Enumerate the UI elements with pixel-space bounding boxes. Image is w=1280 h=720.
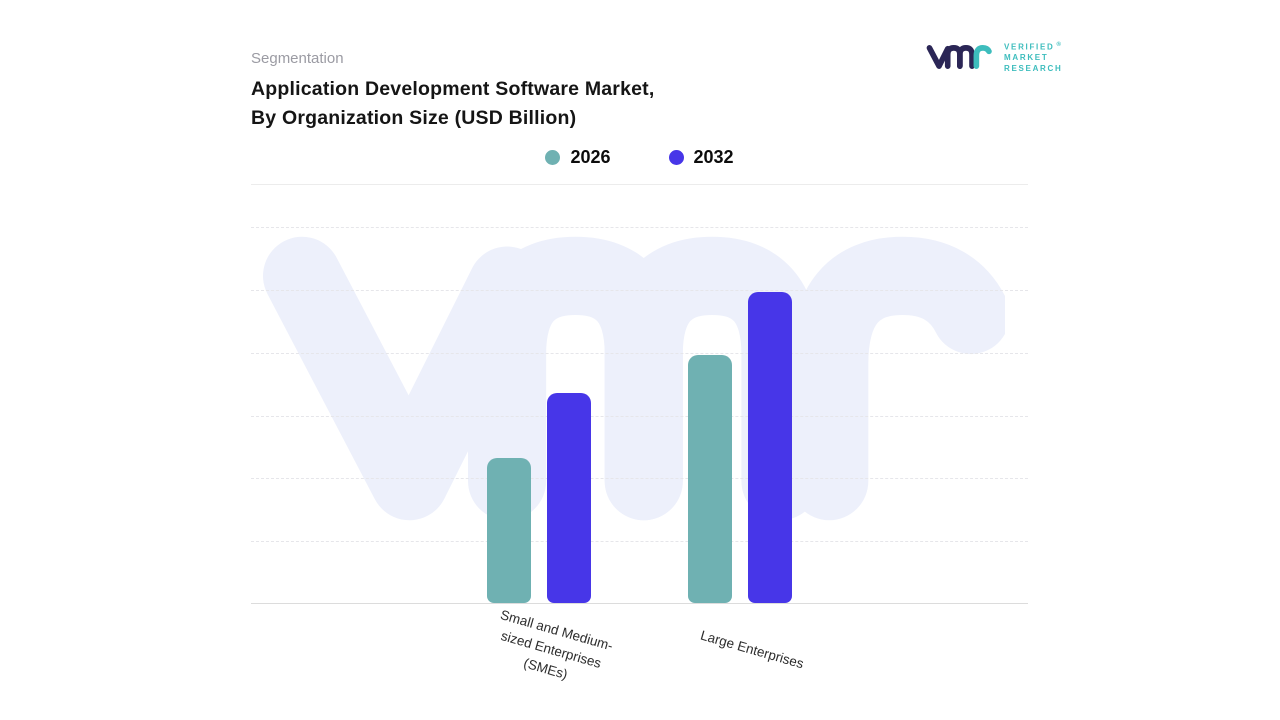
vmr-logo-text: VERIFIED ® MARKET RESEARCH bbox=[1004, 40, 1063, 74]
chart-legend: 2026 2032 bbox=[251, 147, 1028, 168]
legend-dot-2026 bbox=[545, 150, 561, 165]
gridline bbox=[251, 541, 1028, 542]
legend-label-2026: 2026 bbox=[570, 147, 611, 167]
gridline bbox=[251, 227, 1028, 228]
vmr-logo-text-line1: VERIFIED ® bbox=[1004, 41, 1063, 52]
vmr-logo: VERIFIED ® MARKET RESEARCH bbox=[926, 36, 1063, 78]
registered-trademark: ® bbox=[1056, 41, 1063, 48]
vmr-logo-text-line2: MARKET bbox=[1004, 53, 1049, 63]
x-axis-label-large-enterprises: Large Enterprises bbox=[698, 627, 806, 672]
bar-group-large-enterprises bbox=[688, 292, 792, 603]
vmr-watermark-icon bbox=[263, 236, 1005, 521]
gridline bbox=[251, 353, 1028, 354]
bar-2026-large-enterprises bbox=[688, 355, 732, 603]
header-divider bbox=[251, 184, 1028, 185]
chart-title-line2: By Organization Size (USD Billion) bbox=[251, 107, 577, 129]
plot-area: Small and Medium-sized Enterprises (SMEs)… bbox=[251, 227, 1028, 682]
bar-2032-large-enterprises bbox=[748, 292, 792, 603]
bar-2032-small-and-medium-sized-enterprises-smes bbox=[547, 393, 591, 603]
legend-label-2032: 2032 bbox=[693, 147, 734, 167]
legend-item-2032: 2032 bbox=[668, 147, 734, 168]
vmr-logo-text-line3: RESEARCH bbox=[1004, 63, 1063, 73]
gridline bbox=[251, 416, 1028, 417]
x-axis-label-small-and-medium-sized-enterprises-smes: Small and Medium-sized Enterprises (SMEs) bbox=[498, 606, 615, 683]
bar-group-small-and-medium-sized-enterprises-smes bbox=[487, 393, 591, 603]
legend-item-2026: 2026 bbox=[545, 147, 611, 168]
gridline bbox=[251, 290, 1028, 291]
bar-2026-small-and-medium-sized-enterprises-smes bbox=[487, 458, 531, 603]
chart-title-line1: Application Development Software Market, bbox=[251, 78, 655, 100]
vmr-logo-icon bbox=[926, 45, 992, 69]
segmentation-label: Segmentation bbox=[251, 50, 344, 67]
gridline bbox=[251, 478, 1028, 479]
chart-title: Application Development Software Market,… bbox=[251, 75, 655, 133]
legend-dot-2032 bbox=[668, 150, 684, 165]
